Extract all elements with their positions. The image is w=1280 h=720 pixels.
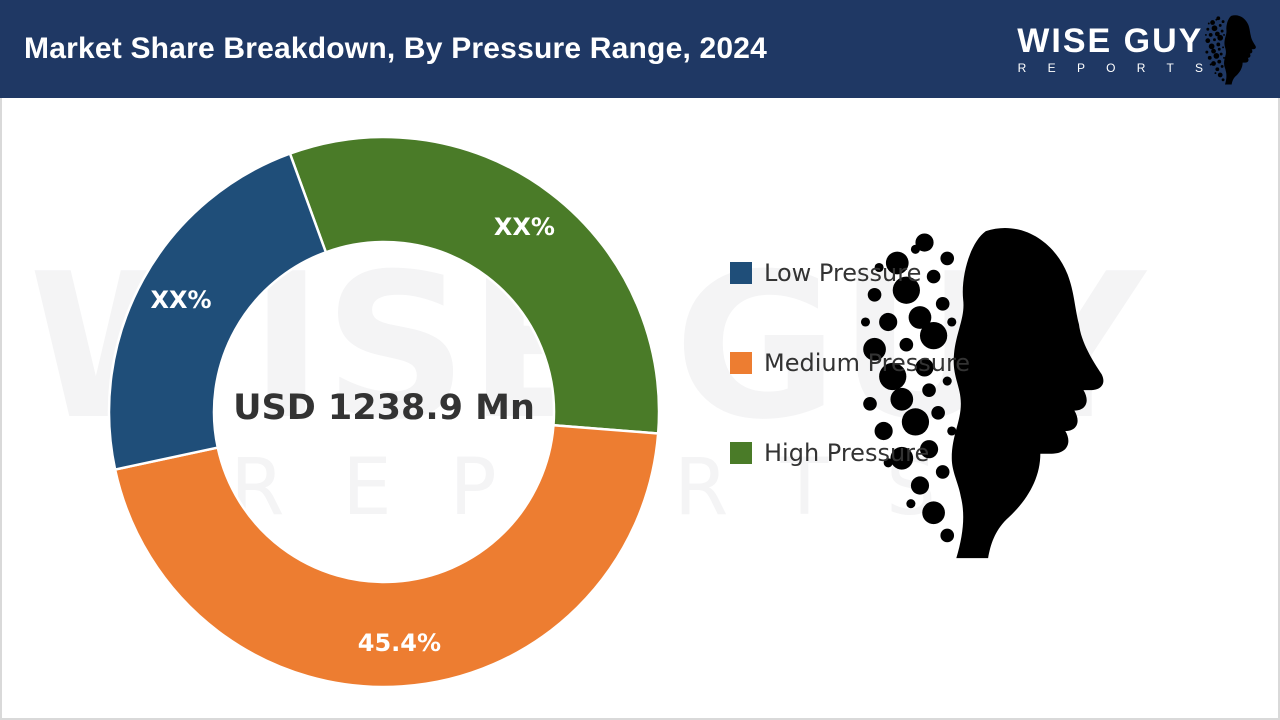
header-bar: Market Share Breakdown, By Pressure Rang… — [0, 0, 1280, 98]
donut-center-value: USD 1238.9 Mn — [233, 388, 535, 428]
brand-name: WISE GUY — [1017, 22, 1204, 60]
legend-swatch — [730, 262, 752, 284]
brand-logo: WISE GUY R E P O R T S — [1009, 0, 1266, 98]
slice-label-medium-pressure: 45.4% — [357, 629, 442, 658]
legend-label: Low Pressure — [764, 259, 922, 287]
legend-label: Medium Pressure — [764, 349, 971, 377]
donut-chart — [107, 135, 661, 689]
donut-slice-medium-pressure — [113, 423, 660, 689]
legend-item-high-pressure: High Pressure — [730, 439, 970, 467]
donut-slice-low-pressure — [107, 151, 328, 472]
chart-legend: Low Pressure Medium Pressure High Pressure — [730, 259, 971, 467]
wiseguy-face-icon — [1204, 7, 1266, 91]
brand-subname: R E P O R T S — [1017, 61, 1212, 75]
slice-label-low-pressure: XX% — [150, 285, 212, 314]
donut-slice-high-pressure — [288, 135, 661, 435]
brand-text: WISE GUY R E P O R T S — [1009, 23, 1212, 75]
legend-swatch — [730, 352, 752, 374]
page-title: Market Share Breakdown, By Pressure Rang… — [24, 32, 768, 65]
legend-item-low-pressure: Low Pressure — [730, 259, 970, 287]
legend-label: High Pressure — [764, 439, 930, 467]
slice-label-high-pressure: XX% — [493, 213, 555, 242]
legend-swatch — [730, 442, 752, 464]
legend-item-medium-pressure: Medium Pressure — [730, 349, 971, 377]
